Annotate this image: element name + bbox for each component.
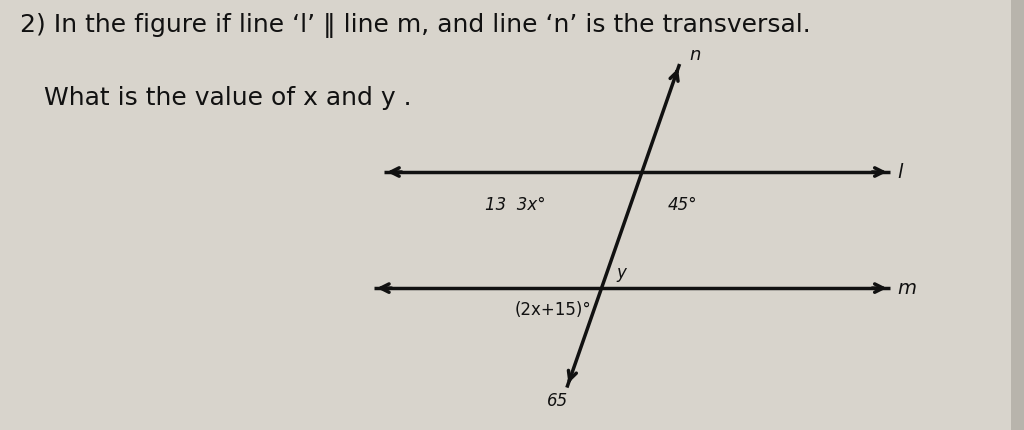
Text: l: l	[898, 163, 903, 181]
Text: 2) In the figure if line ‘l’ ‖ line m, and line ‘n’ is the transversal.: 2) In the figure if line ‘l’ ‖ line m, a…	[20, 13, 811, 38]
Text: 65: 65	[547, 393, 568, 410]
Text: y: y	[616, 264, 627, 282]
Text: m: m	[898, 279, 916, 298]
Text: 13  3x°: 13 3x°	[485, 196, 546, 214]
Text: (2x+15)°: (2x+15)°	[515, 301, 592, 319]
Text: 45°: 45°	[668, 196, 697, 214]
Text: What is the value of x and y .: What is the value of x and y .	[20, 86, 412, 110]
Text: n: n	[689, 46, 700, 64]
